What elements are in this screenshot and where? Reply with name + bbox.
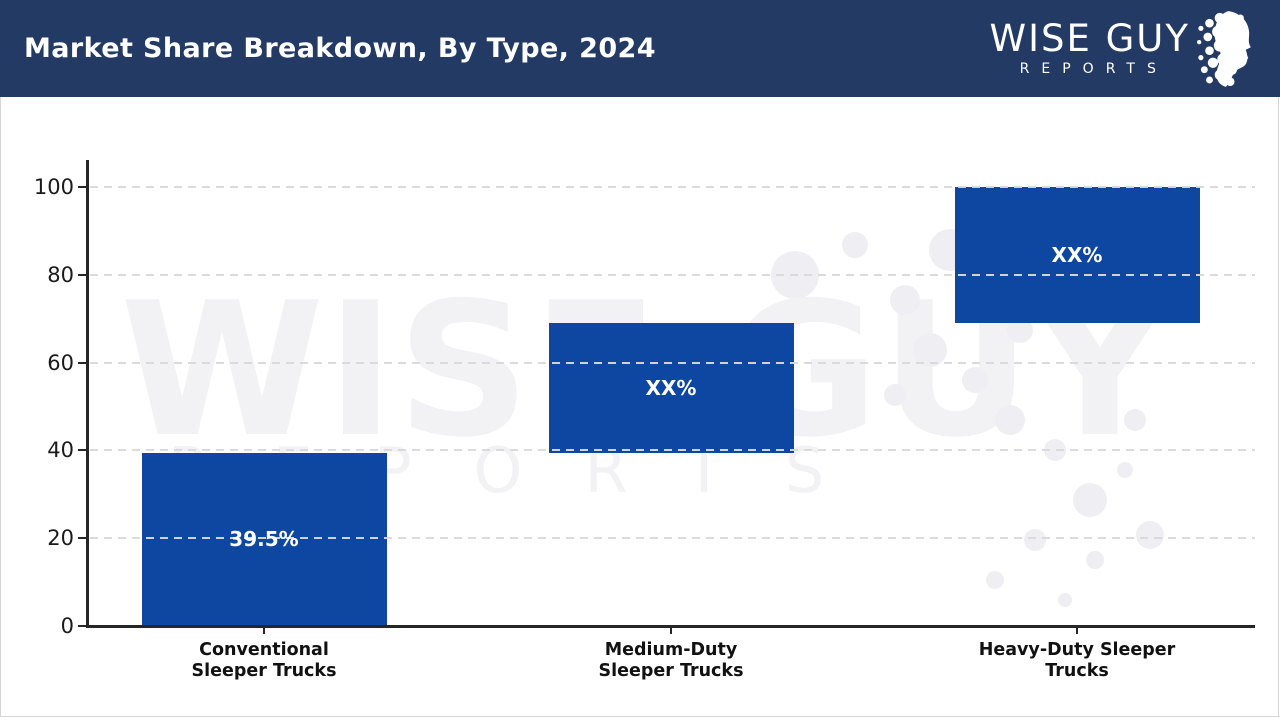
gridline-100 [90,186,1255,188]
logo-text: WISE GUY REPORTS [990,20,1190,77]
logo-subtitle: REPORTS [1019,61,1168,77]
logo-name: WISE GUY [989,17,1190,60]
y-tick-label-20: 20 [47,526,74,551]
category-label-2: Heavy-Duty Sleeper Trucks [937,640,1217,682]
x-tick-mark-1 [670,627,672,634]
x-tick-mark-0 [263,627,265,634]
frame-edge-left [0,97,1,717]
category-label-1-line-1: Sleeper Trucks [598,661,744,681]
category-label-1: Medium-Duty Sleeper Trucks [531,640,811,682]
category-label-0-line-0: Conventional [199,640,329,660]
y-tick-label-80: 80 [47,262,74,287]
category-label-0: Conventional Sleeper Trucks [124,640,404,682]
y-tick-mark-60 [78,361,87,364]
y-tick-mark-100 [78,186,87,188]
face-profile-icon [1197,10,1251,87]
y-tick-label-40: 40 [47,438,74,463]
bar-segment-2 [954,187,1200,324]
frame-edge-bottom [0,716,1280,717]
gridline-60 [90,361,1255,364]
y-tick-label-0: 0 [60,614,74,638]
frame-edge-right [1278,97,1279,717]
y-tick-mark-40 [78,449,87,452]
x-tick-mark-2 [1076,627,1078,634]
y-tick-mark-80 [78,273,87,276]
bar-segment-0 [141,452,387,626]
page-title: Market Share Breakdown, By Type, 2024 [24,33,656,64]
bar-value-label-2: XX% [1051,243,1103,268]
y-tick-label-100: 100 [33,175,74,199]
bar-value-label-0: 39.5% [229,527,299,552]
y-tick-mark-0 [78,625,87,627]
category-label-0-line-1: Sleeper Trucks [191,661,337,681]
category-label-1-line-0: Medium-Duty [604,640,738,660]
x-axis-line [86,625,1255,628]
y-axis-line [86,160,89,628]
gridline-80 [90,273,1255,276]
y-tick-mark-20 [78,537,87,540]
category-label-2-line-1: Trucks [1045,661,1109,681]
y-tick-label-60: 60 [47,350,74,375]
gridline-20 [90,537,1255,540]
category-label-2-line-0: Heavy-Duty Sleeper [978,640,1176,660]
wise-guy-reports-logo: WISE GUY REPORTS [990,9,1256,89]
bar-segment-1 [548,323,794,453]
gridline-40 [90,449,1255,452]
header: Market Share Breakdown, By Type, 2024 WI… [0,0,1280,97]
bar-value-label-1: XX% [645,375,697,400]
